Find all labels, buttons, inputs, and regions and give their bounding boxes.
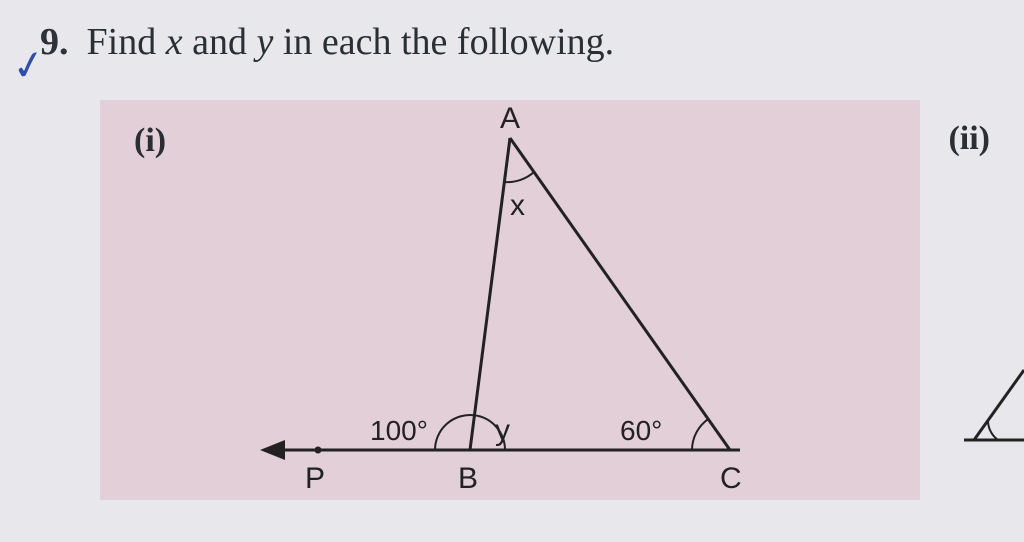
var-y: y [256, 21, 273, 63]
side-AB [470, 138, 510, 450]
angle-arc-C [692, 419, 708, 450]
q-text-2: and [183, 21, 257, 63]
label-P: P [305, 462, 325, 495]
arrowhead-icon [260, 440, 285, 460]
angle-60-label: 60° [620, 415, 662, 446]
triangle-diagram: A B C P x y 100° 60° [100, 100, 920, 500]
label-C: C [720, 462, 742, 495]
partial-figure-ii [964, 360, 1024, 480]
angle-x-label: x [510, 189, 525, 222]
label-A: A [500, 102, 520, 135]
q-text-3: in each the following. [273, 21, 614, 63]
var-x: x [166, 21, 183, 63]
angle-100-label: 100° [370, 415, 428, 446]
angle-y-label: y [495, 414, 510, 447]
angle-arc-ext-B [435, 415, 474, 450]
angle-arc-A [504, 172, 534, 182]
page-root: ✓ 9. Find x and y in each the following.… [0, 0, 1024, 542]
question-line: ✓ 9. Find x and y in each the following. [40, 20, 614, 64]
q-text-1: Find [87, 21, 166, 63]
part-label-ii: (ii) [948, 120, 990, 158]
point-P-dot [315, 447, 322, 454]
figure-panel: (i) (ii) A B C P x y 100° [100, 100, 920, 500]
side-AC [510, 138, 730, 450]
label-B: B [458, 462, 478, 495]
question-number: 9. [40, 20, 69, 64]
question-text: Find x and y in each the following. [87, 20, 615, 64]
